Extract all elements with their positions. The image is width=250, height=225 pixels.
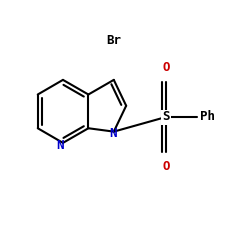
Text: Ph: Ph bbox=[199, 110, 214, 124]
Text: N: N bbox=[109, 127, 116, 140]
Text: Br: Br bbox=[106, 34, 121, 47]
Text: O: O bbox=[162, 61, 169, 74]
Text: S: S bbox=[162, 110, 169, 124]
Text: N: N bbox=[56, 139, 64, 152]
Text: O: O bbox=[162, 160, 169, 173]
